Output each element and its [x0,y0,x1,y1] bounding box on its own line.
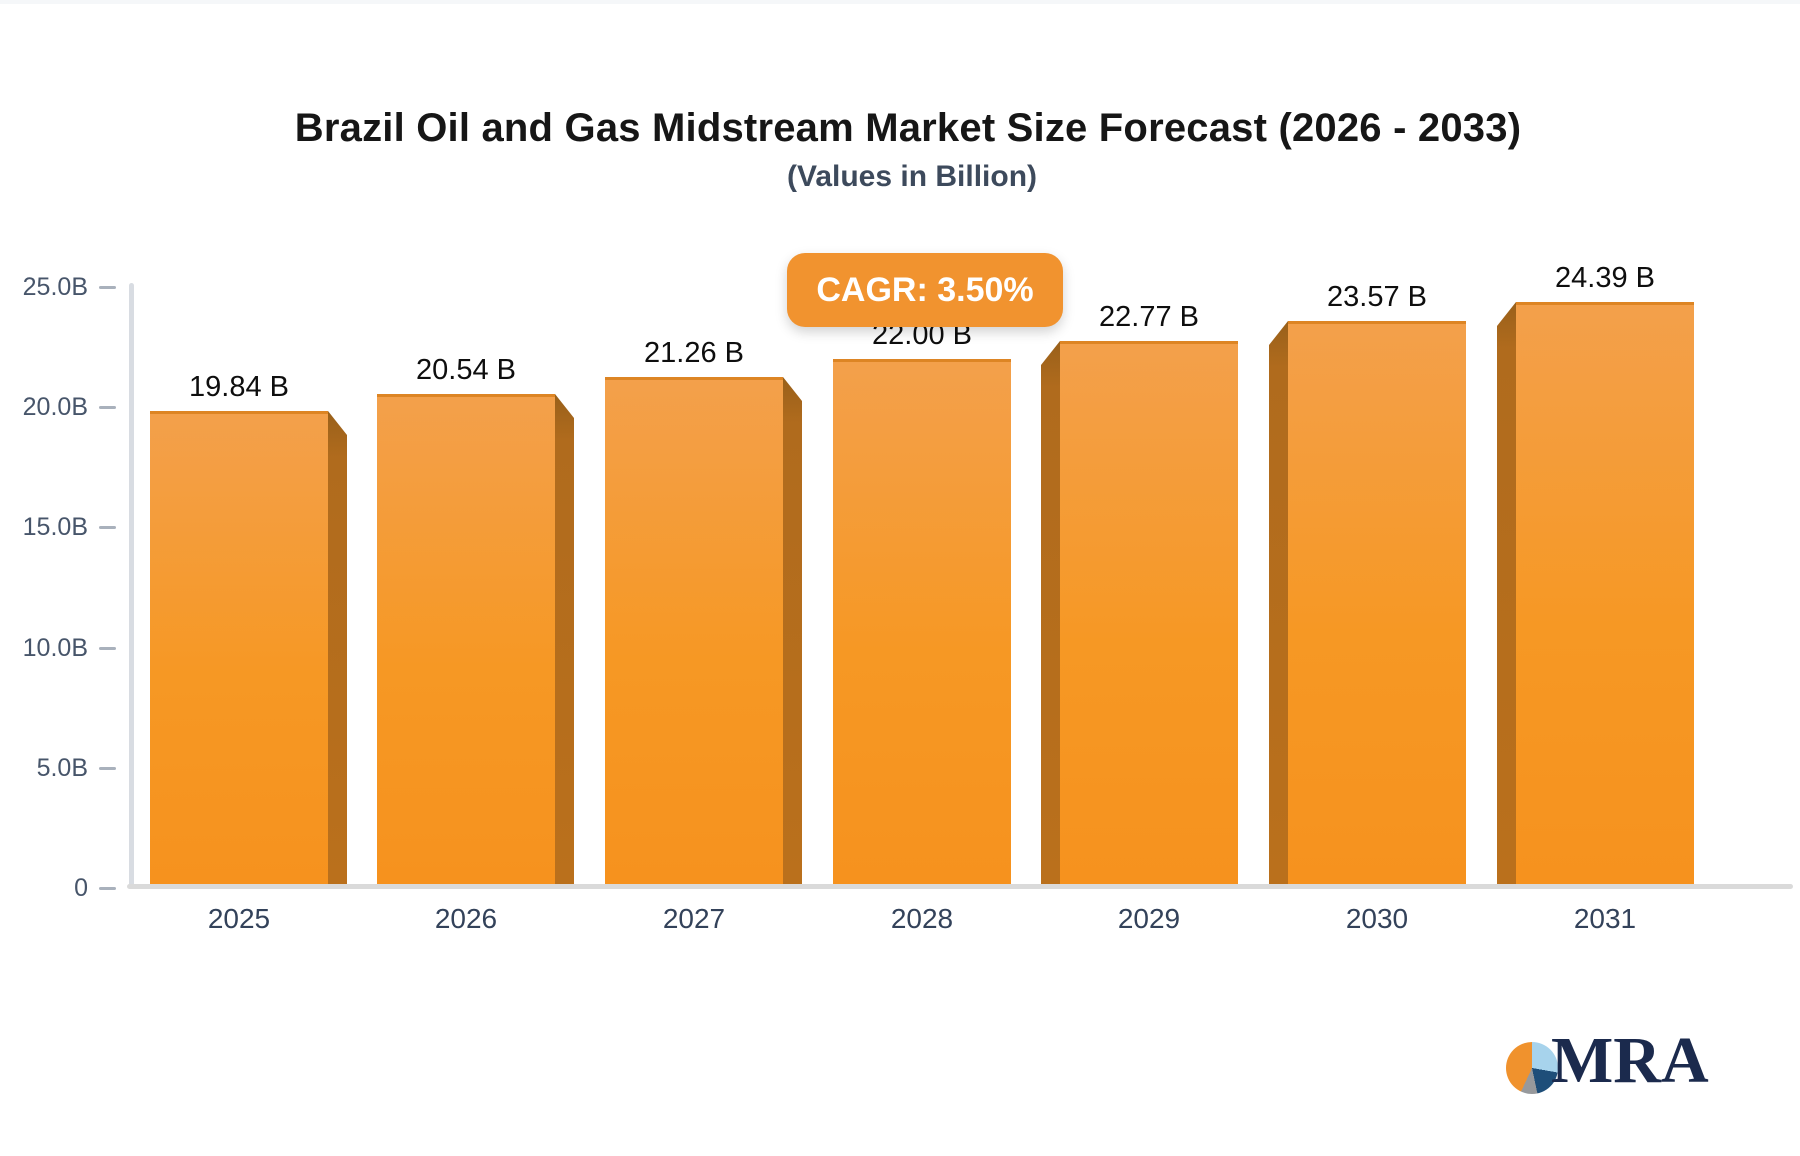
y-axis-line [129,283,134,889]
bar-value-label: 21.26 B [644,337,744,369]
y-axis-tick-label: 0 [74,874,88,902]
bar-value-label: 20.54 B [416,354,516,386]
y-axis-tick-mark [99,526,116,529]
chart-subtitle: (Values in Billion) [786,160,1038,193]
y-axis-tick-label: 10.0B [22,634,88,662]
y-axis-tick-mark [99,286,116,289]
x-axis-label-2028: 2028 [890,903,954,934]
y-axis-tick-label: 20.0B [22,393,88,421]
y-axis-tick-label: 5.0B [36,754,88,782]
bar-value-label: 19.84 B [189,371,289,403]
bar-value-label: 22.77 B [1099,301,1199,333]
x-axis-baseline [127,884,1793,889]
bar-2025[interactable] [150,411,328,888]
bar-side-face [783,377,802,888]
x-axis-label-2029: 2029 [1117,903,1181,934]
bar-2029[interactable] [1060,341,1238,888]
mra-logo: MRA [1506,1028,1709,1094]
bar-side-face [328,411,347,888]
y-axis-tick-mark [99,767,116,770]
y-axis-tick-mark [99,406,116,409]
bar-2027[interactable] [605,377,783,888]
chart-title: Brazil Oil and Gas Midstream Market Size… [294,106,1522,150]
bar-side-face [555,394,574,888]
x-axis-label-2031: 2031 [1573,903,1637,934]
x-axis-label-2030: 2030 [1345,903,1409,934]
bar-value-label: 24.39 B [1555,262,1655,294]
x-axis-label-2026: 2026 [434,903,498,934]
bar-value-label: 23.57 B [1327,281,1427,313]
y-axis-tick-label: 25.0B [22,273,88,301]
bar-2028[interactable] [833,359,1011,888]
x-axis-label-2027: 2027 [662,903,726,934]
bar-side-face [1269,321,1288,888]
y-axis-tick-label: 15.0B [22,513,88,541]
bar-2031[interactable] [1516,302,1694,888]
top-edge-strip [0,0,1800,4]
bar-side-face [1497,302,1516,888]
logo-text: MRA [1551,1024,1709,1097]
bar-2030[interactable] [1288,321,1466,888]
cagr-badge: CAGR: 3.50% [787,253,1063,327]
y-axis-tick-mark [99,887,116,890]
pie-chart-logo-icon [1506,1042,1558,1094]
y-axis-tick-mark [99,647,116,650]
bar-side-face [1041,341,1060,888]
x-axis-label-2025: 2025 [207,903,271,934]
bar-2026[interactable] [377,394,555,888]
